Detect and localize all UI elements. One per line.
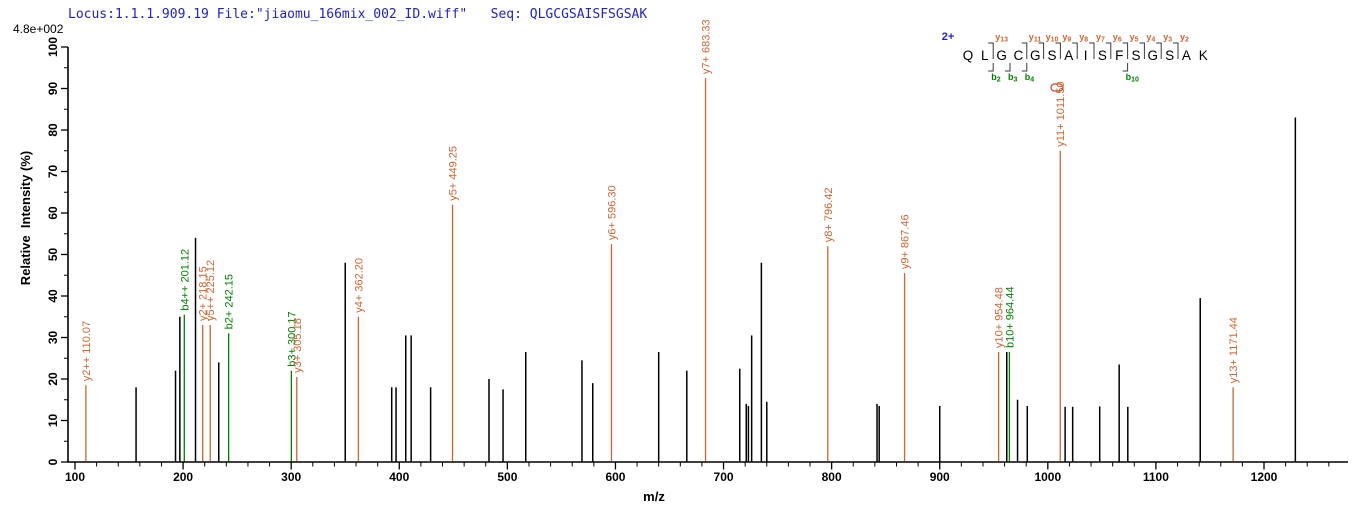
y-tick-label: 70 (46, 165, 60, 179)
x-tick-label: 100 (65, 470, 85, 484)
peak-label: b2+ 242.15 (224, 274, 236, 329)
y-ion-tag: y4 (1146, 32, 1155, 44)
peak-label: y11+ 1011.50 (1055, 81, 1067, 146)
y-ion-tag: y10 (1046, 32, 1059, 44)
peak-label: y5++ 225.12 (205, 260, 217, 321)
residue-letter: C (1014, 48, 1024, 63)
residue-letter: G (1148, 48, 1159, 63)
peak-label: y3+ 305.18 (292, 318, 304, 373)
b-ion-bracket (988, 63, 994, 72)
y-ion-tag: y3 (1163, 32, 1172, 44)
residue-letter: S (1098, 48, 1107, 63)
y-ion-bracket (1072, 42, 1078, 59)
y-ion-bracket (1105, 42, 1112, 59)
peak-label: y13+ 1171.44 (1228, 317, 1240, 383)
x-tick-label: 500 (497, 470, 517, 484)
x-tick-label: 800 (822, 470, 842, 484)
residue-letter: S (1165, 48, 1174, 63)
y-ion-bracket (1122, 42, 1129, 59)
y-ion-tag: y13 (995, 32, 1008, 44)
x-tick-label: 300 (281, 470, 301, 484)
y-ion-bracket (988, 42, 994, 59)
peak-label: y9+ 867.46 (900, 214, 912, 269)
precursor-charge-label: 2+ (942, 31, 955, 43)
peak-label: y2++ 110.07 (81, 321, 93, 381)
y-tick-label: 50 (46, 248, 60, 262)
peak-label: b4++ 201.12 (179, 249, 191, 311)
x-tick-label: 1100 (1143, 470, 1169, 484)
x-tick-label: 900 (930, 470, 950, 484)
x-tick-label: 600 (605, 470, 625, 484)
x-tick-label: 400 (389, 470, 409, 484)
residue-letter: S (1047, 48, 1056, 63)
y-ion-bracket (1021, 42, 1028, 59)
peak-label: y8+ 796.42 (823, 187, 835, 242)
y-tick-label: 10 (46, 414, 60, 428)
modification-marker (1050, 83, 1064, 92)
y-ion-tag: y7 (1096, 32, 1105, 44)
y-tick-label: 80 (46, 123, 60, 137)
b-ion-bracket (1005, 63, 1011, 72)
b-ion-tag: b2 (991, 72, 1001, 84)
y-ion-tag: y8 (1079, 32, 1088, 44)
residue-letter: A (1182, 48, 1191, 63)
y-tick-label: 30 (46, 331, 60, 345)
residue-letter: L (981, 48, 989, 63)
y-ion-bracket (1089, 42, 1095, 59)
y-tick-label: 0 (46, 458, 60, 465)
y-axis-title: Relative Intensity (%) (18, 151, 33, 285)
y-ion-bracket (1038, 42, 1045, 59)
residue-letter: K (1199, 48, 1208, 63)
y-ion-tag: y5 (1130, 32, 1139, 44)
residue-letter: F (1115, 48, 1123, 63)
residue-letter: S (1131, 48, 1140, 63)
y-ion-bracket (1173, 42, 1179, 59)
b-ion-bracket (1021, 63, 1028, 72)
y-tick-label: 100 (46, 37, 60, 57)
y-tick-label: 60 (46, 206, 60, 220)
residue-letter: Q (963, 48, 974, 63)
peak-label: y2+ 218.15 (198, 266, 210, 321)
peak-label: b3+ 300.17 (286, 311, 298, 366)
max-intensity-label: 4.8e+002 (13, 22, 64, 36)
y-tick-label: 90 (46, 82, 60, 96)
residue-letter: G (1030, 48, 1041, 63)
peak-label: y7+ 683.33 (701, 19, 713, 74)
x-tick-label: 1000 (1034, 470, 1061, 484)
page-title: Locus:1.1.1.909.19 File:"jiaomu_166mix_0… (68, 7, 647, 22)
residue-letter: G (996, 48, 1007, 63)
peak-label: y5+ 449.25 (448, 146, 460, 201)
y-ion-bracket (1055, 42, 1061, 59)
x-tick-label: 200 (173, 470, 193, 484)
plot-area: 100 200 300 400 500 600 700 800 900 1000 1100 1200 0… (46, 19, 1348, 484)
x-axis-title: m/z (643, 489, 665, 504)
y-ion-tag: y2 (1180, 32, 1189, 44)
y-ion-tag: y9 (1062, 32, 1071, 44)
x-tick-label: 700 (714, 470, 734, 484)
b-ion-tag: b10 (1126, 72, 1139, 84)
y-ion-bracket (1156, 42, 1162, 59)
b-ion-tag: b4 (1025, 72, 1035, 84)
peak-label: b10+ 964.44 (1004, 287, 1016, 348)
y-ion-tag: y6 (1113, 32, 1122, 44)
x-tick-label: 1200 (1251, 470, 1278, 484)
y-ion-bracket (1139, 42, 1145, 59)
y-ion-tag: y11 (1029, 32, 1042, 44)
peak-label: y4+ 362.20 (353, 258, 365, 313)
y-tick-label: 20 (46, 372, 60, 386)
b-ion-tag: b3 (1008, 72, 1018, 84)
axes-lines (67, 47, 1348, 463)
peak-label: y10+ 954.48 (994, 287, 1006, 348)
b-ion-bracket (1122, 63, 1129, 72)
residue-letter: I (1084, 48, 1088, 63)
peak-label: y6+ 596.30 (606, 185, 618, 240)
residue-letter: A (1064, 48, 1073, 63)
y-tick-label: 40 (46, 289, 60, 303)
